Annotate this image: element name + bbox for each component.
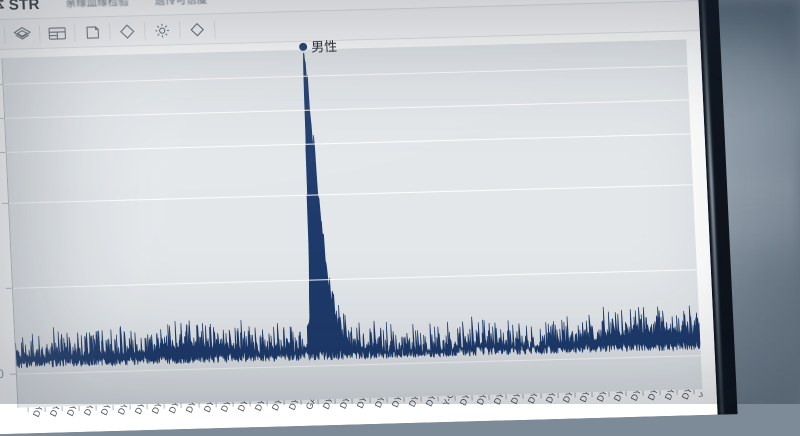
- x-tick-mark: [523, 394, 524, 399]
- x-tick-mark: [301, 400, 302, 405]
- x-tick-mark: [574, 393, 575, 398]
- x-tick-mark: [284, 400, 285, 405]
- layers-icon[interactable]: [5, 18, 40, 49]
- x-tick-mark: [232, 402, 233, 407]
- diamond-outline-icon[interactable]: [180, 14, 215, 45]
- x-tick-mark: [27, 407, 28, 412]
- x-tick-mark: [420, 397, 421, 402]
- x-tick-mark: [335, 399, 336, 404]
- x-tick-mark: [677, 390, 678, 395]
- x-tick-mark: [386, 398, 387, 403]
- x-tick-mark: [113, 405, 114, 410]
- laptop-device: Y 染色体 STR 亲缘血缘检验 遗传可信度: [0, 0, 748, 435]
- x-tick-mark: [61, 406, 62, 411]
- x-tick-mark: [266, 401, 267, 406]
- x-tick-mark: [403, 397, 404, 402]
- x-tick-mark: [352, 399, 353, 404]
- x-tick-mark: [369, 398, 370, 403]
- x-tick-mark: [557, 393, 558, 398]
- x-tick-mark: [164, 404, 165, 409]
- x-tick-mark: [489, 395, 490, 400]
- laptop-screen: Y 染色体 STR 亲缘血缘检验 遗传可信度: [0, 0, 718, 435]
- menu-item-kinship[interactable]: 亲缘血缘检验: [65, 0, 129, 10]
- toolbar-separator: [214, 20, 216, 38]
- peak-marker-dot: [299, 43, 307, 51]
- x-tick-mark: [608, 392, 609, 397]
- layout-grid-icon[interactable]: [40, 18, 75, 49]
- x-tick-mark: [540, 393, 541, 398]
- x-tick-mark: [130, 405, 131, 410]
- signal-trace-path: [2, 43, 700, 368]
- x-tick-mark: [643, 391, 644, 396]
- x-tick-mark: [506, 394, 507, 399]
- y-tick-label: 500: [0, 367, 4, 382]
- chart-area: 22002000180015001000500 男性 DYS19DYS385aD…: [0, 31, 718, 435]
- menu-item-reliability[interactable]: 遗传可信度: [154, 0, 207, 8]
- peak-annotation-label: 男性: [311, 36, 338, 56]
- x-tick-mark: [215, 402, 216, 407]
- peak-annotation: 男性: [299, 36, 338, 56]
- x-tick-mark: [78, 406, 79, 411]
- x-tick-mark: [198, 403, 199, 408]
- gear-icon[interactable]: [145, 15, 180, 46]
- diamond-icon[interactable]: [110, 16, 145, 47]
- page-title: Y 染色体 STR: [0, 0, 40, 17]
- plot-region[interactable]: 男性: [2, 39, 702, 407]
- page-icon[interactable]: [75, 17, 110, 48]
- x-tick-mark: [95, 405, 96, 410]
- y-tick-mark: [10, 373, 17, 374]
- y-tick-mark: [6, 288, 13, 289]
- x-tick-mark: [437, 396, 438, 401]
- x-tick-mark: [472, 395, 473, 400]
- x-tick-mark: [660, 390, 661, 395]
- signal-trace: [2, 39, 702, 407]
- x-tick-mark: [454, 396, 455, 401]
- x-tick-mark: [591, 392, 592, 397]
- x-tick-mark: [147, 404, 148, 409]
- x-tick-mark: [625, 391, 626, 396]
- x-tick-mark: [44, 407, 45, 412]
- x-tick-mark: [694, 389, 695, 394]
- x-tick-label: Y-STR: [697, 389, 703, 401]
- y-tick-mark: [2, 203, 9, 204]
